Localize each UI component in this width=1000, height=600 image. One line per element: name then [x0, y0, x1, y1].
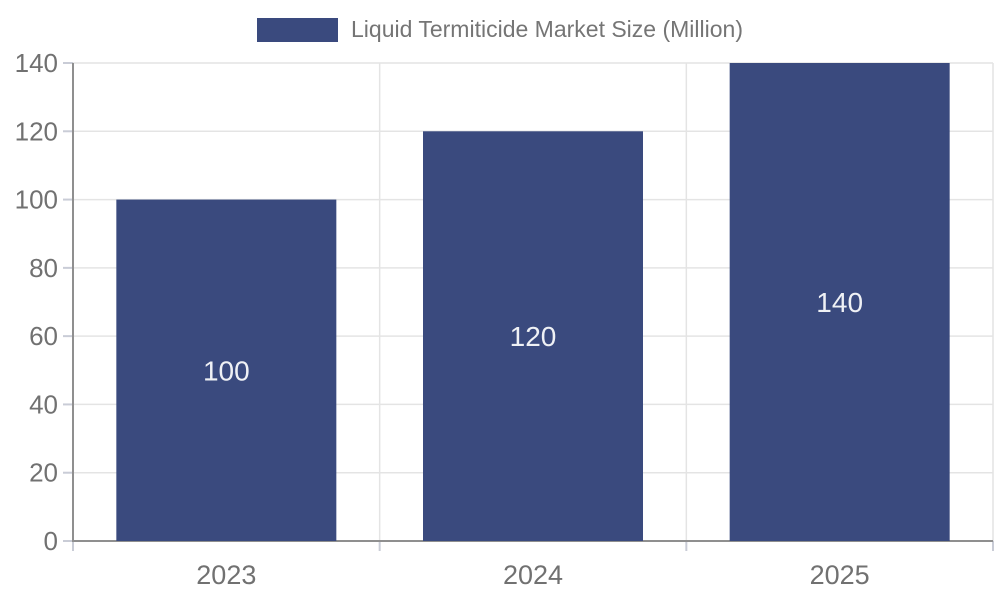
- legend-swatch: [257, 17, 338, 42]
- y-tick-label: 60: [29, 321, 58, 351]
- y-tick-label: 40: [29, 389, 58, 419]
- legend[interactable]: Liquid Termiticide Market Size (Million): [0, 16, 1000, 43]
- x-tick-label: 2023: [196, 560, 256, 590]
- bar-2024: [423, 131, 643, 542]
- bar-value-label: 120: [510, 321, 557, 352]
- y-tick-label: 80: [29, 253, 58, 283]
- bar-value-label: 140: [816, 287, 863, 318]
- legend-label: Liquid Termiticide Market Size (Million): [351, 16, 743, 42]
- y-tick-label: 0: [44, 526, 58, 556]
- bar-value-label: 100: [203, 355, 250, 386]
- x-tick-label: 2025: [810, 560, 870, 590]
- y-tick-label: 140: [15, 48, 58, 78]
- y-tick-label: 100: [15, 185, 58, 215]
- x-tick-label: 2024: [503, 560, 563, 590]
- y-tick-label: 20: [29, 458, 58, 488]
- bar-2023: [116, 199, 337, 542]
- bar-2025: [729, 63, 950, 541]
- y-tick-label: 120: [15, 116, 58, 146]
